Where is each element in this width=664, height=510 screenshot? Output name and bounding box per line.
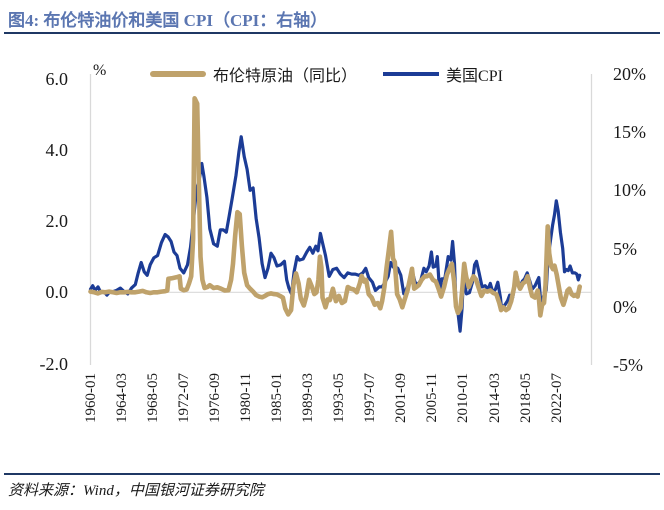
brent-legend-swatch [150,70,206,78]
x-axis-tick-1997-07: 1997-07 [362,373,379,423]
x-axis-tick-1968-05: 1968-05 [144,373,161,423]
left-axis-unit-label: % [93,62,107,79]
x-axis-tick-2018-05: 2018-05 [517,373,534,423]
source-note: 资料来源：Wind，中国银河证券研究院 [8,483,264,499]
x-axis-tick-2005-11: 2005-11 [424,373,441,423]
left-axis-tick-2.0: 2.0 [45,211,69,232]
left-axis-tick-6.0: 6.0 [45,68,69,89]
right-axis-tick-20%: 20% [613,63,646,84]
right-axis-tick-10%: 10% [613,180,646,201]
x-axis-tick-2014-03: 2014-03 [486,373,503,423]
left-axis-tick-0.0: 0.0 [45,282,69,303]
chart-legend: 布伦特原油（同比） 美国CPI [150,62,503,86]
x-axis-tick-1989-03: 1989-03 [300,373,317,423]
cpi-legend-label: 美国CPI [446,68,503,85]
x-axis-tick-1993-05: 1993-05 [331,373,348,423]
x-axis-tick-2001-09: 2001-09 [393,373,410,423]
x-axis-tick-2010-01: 2010-01 [455,373,472,423]
x-axis-tick-1964-03: 1964-03 [113,373,130,423]
figure-title: 图4: 布伦特油价和美国 CPI（CPI：右轴） [8,11,328,30]
right-axis-tick-15%: 15% [613,122,646,143]
brent-series-line [88,96,583,318]
x-axis-tick-1972-07: 1972-07 [175,373,192,423]
right-axis-tick-5%: 5% [613,238,637,259]
left-axis-tick-4.0: 4.0 [45,139,69,160]
x-axis-tick-2022-07: 2022-07 [548,373,565,423]
right-axis-tick--5%: -5% [613,354,643,375]
left-axis-tick--2.0: -2.0 [39,353,69,374]
x-axis-tick-1980-11: 1980-11 [237,373,254,423]
cpi-legend-swatch [383,72,440,76]
x-axis-tick-1960-01: 1960-01 [82,373,99,423]
x-axis-tick-1976-09: 1976-09 [206,373,223,423]
footer-divider [4,473,660,476]
brent-legend-label: 布伦特原油（同比） [213,68,358,85]
title-divider [4,32,660,35]
right-axis-tick-0%: 0% [613,296,637,317]
x-axis-tick-1985-01: 1985-01 [268,373,285,423]
